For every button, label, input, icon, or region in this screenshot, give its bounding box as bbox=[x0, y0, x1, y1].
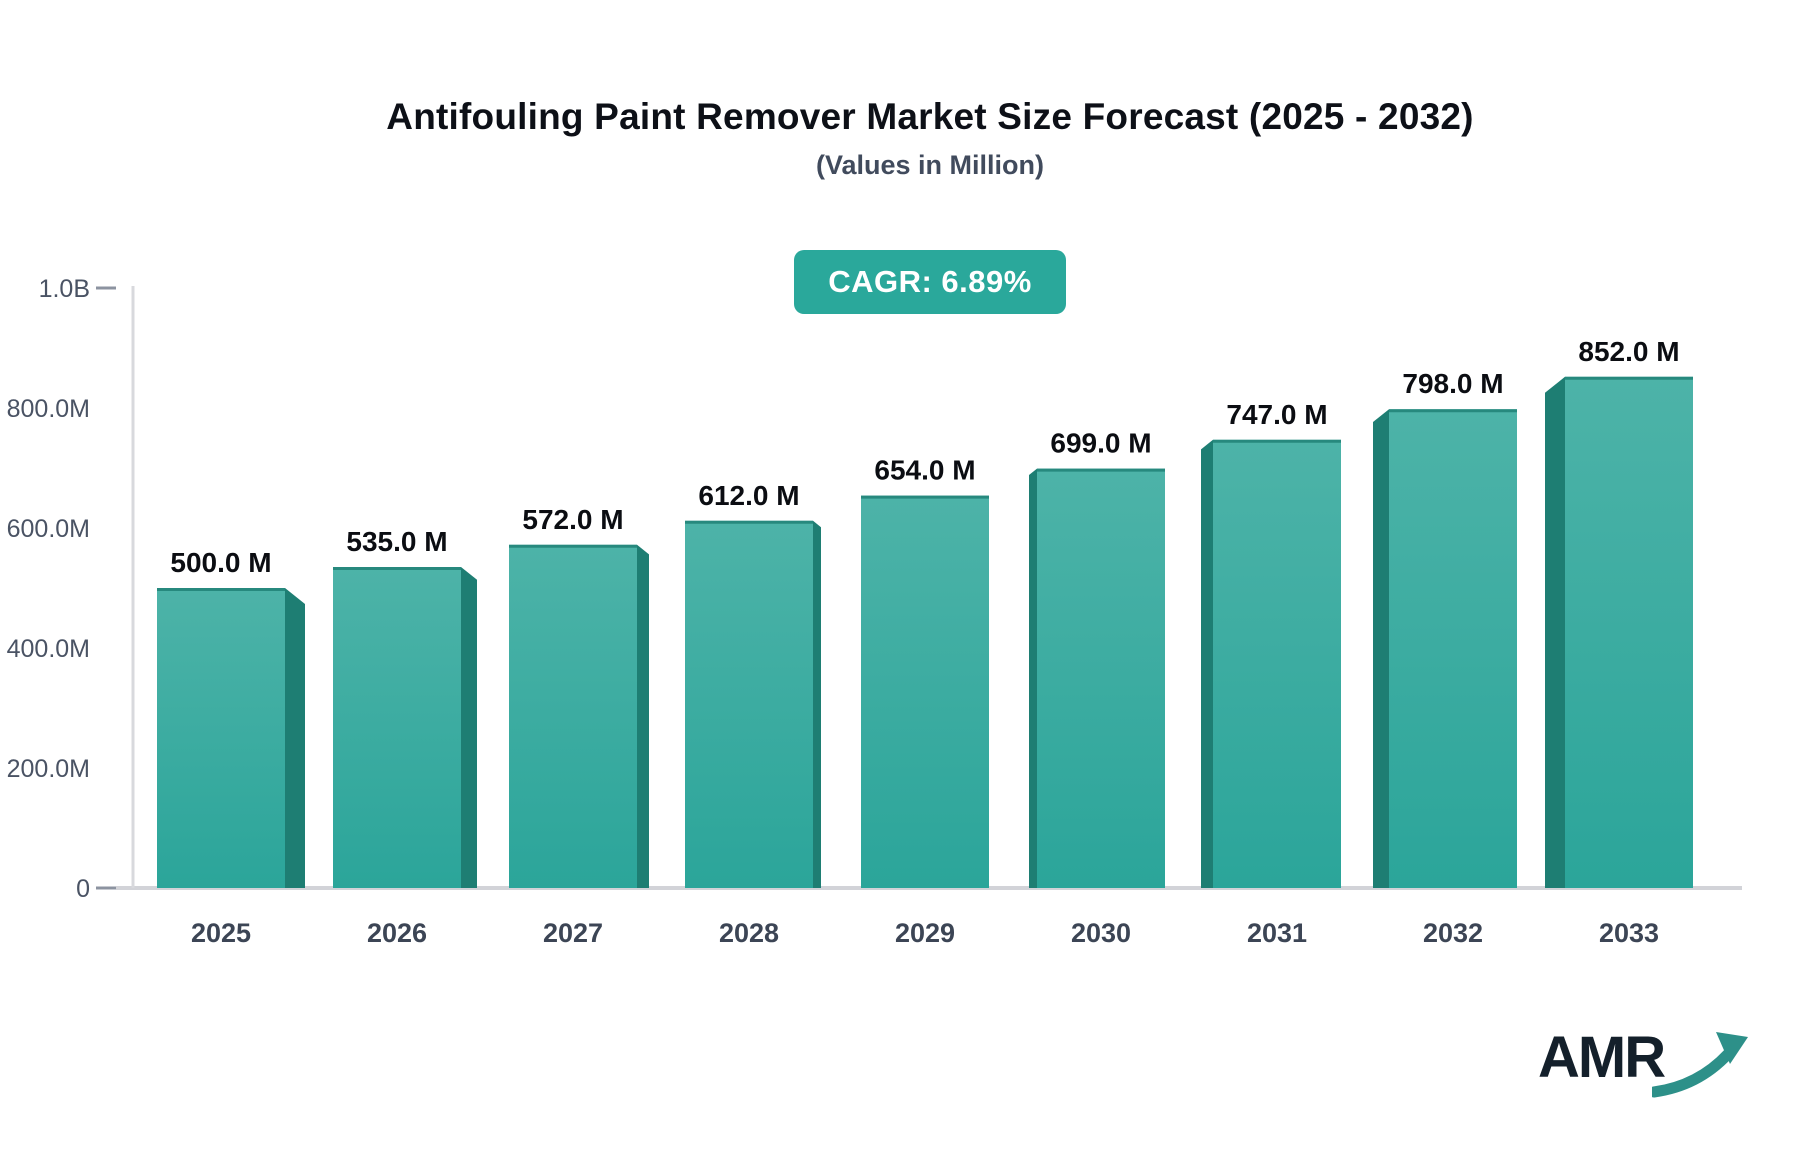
bar bbox=[1565, 376, 1693, 888]
cagr-badge-row: CAGR: 6.89% bbox=[60, 250, 1800, 314]
bar-side-face bbox=[813, 520, 821, 888]
y-axis-label: 800.0M bbox=[7, 395, 90, 423]
x-axis-label: 2032 bbox=[1423, 918, 1483, 948]
bar-value-label: 500.0 M bbox=[170, 547, 271, 578]
bar-side-face bbox=[461, 567, 477, 888]
bar-value-label: 699.0 M bbox=[1050, 428, 1151, 459]
amr-logo: AMR bbox=[1538, 1026, 1768, 1126]
y-axis-label: 200.0M bbox=[7, 755, 90, 783]
x-axis-label: 2029 bbox=[895, 918, 955, 948]
chart-subtitle: (Values in Million) bbox=[815, 150, 1045, 180]
bar bbox=[509, 544, 637, 888]
x-axis-label: 2027 bbox=[543, 918, 603, 948]
bar-side-face bbox=[1545, 376, 1565, 888]
x-axis-label: 2025 bbox=[191, 918, 251, 948]
bar bbox=[1037, 468, 1165, 888]
logo-text: AMR bbox=[1538, 1025, 1666, 1090]
x-axis-label: 2033 bbox=[1599, 918, 1659, 948]
bar-side-face bbox=[285, 588, 305, 888]
bar bbox=[1213, 439, 1341, 888]
bar-side-face bbox=[637, 544, 649, 888]
x-axis-label: 2031 bbox=[1247, 918, 1307, 948]
bar bbox=[861, 495, 989, 888]
cagr-badge: CAGR: 6.89% bbox=[794, 250, 1066, 314]
bar-side-face bbox=[1201, 439, 1213, 888]
x-axis-label: 2028 bbox=[719, 918, 779, 948]
bar-value-label: 612.0 M bbox=[698, 480, 799, 511]
bar bbox=[333, 567, 461, 888]
y-axis-label: 400.0M bbox=[7, 635, 90, 663]
x-axis-label: 2030 bbox=[1071, 918, 1131, 948]
bar-value-label: 572.0 M bbox=[522, 504, 623, 535]
y-axis-label: 0 bbox=[76, 875, 90, 903]
bar bbox=[685, 520, 813, 888]
bar-value-label: 654.0 M bbox=[874, 455, 975, 486]
bar-value-label: 798.0 M bbox=[1402, 368, 1503, 399]
bar-side-face bbox=[1029, 468, 1037, 888]
bar-value-label: 747.0 M bbox=[1226, 399, 1327, 430]
bar bbox=[157, 588, 285, 888]
x-axis-label: 2026 bbox=[367, 918, 427, 948]
bar-side-face bbox=[1373, 409, 1389, 888]
y-axis-label: 1.0B bbox=[39, 275, 90, 303]
bar bbox=[1389, 409, 1517, 888]
bar-value-label: 852.0 M bbox=[1578, 336, 1679, 367]
bar-value-label: 535.0 M bbox=[346, 526, 447, 557]
growth-arrow-icon bbox=[1652, 1032, 1749, 1098]
y-axis-label: 600.0M bbox=[7, 515, 90, 543]
chart-title: Antifouling Paint Remover Market Size Fo… bbox=[386, 96, 1474, 137]
